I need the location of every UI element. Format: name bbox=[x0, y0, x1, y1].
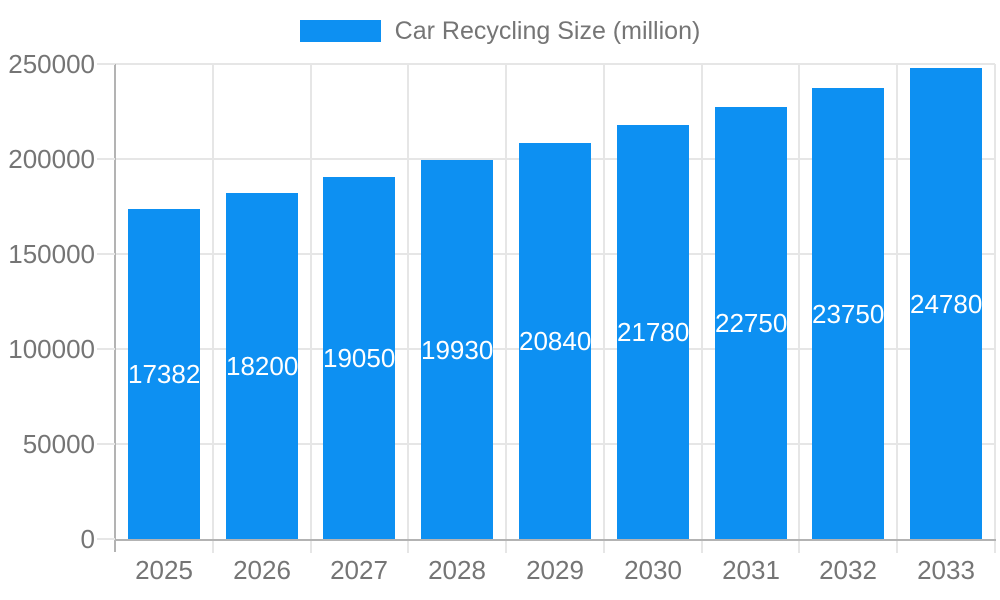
bar-value-label: 237500 bbox=[812, 299, 884, 329]
v-gridline bbox=[994, 64, 996, 539]
y-axis-tick bbox=[97, 158, 115, 160]
y-tick-label: 0 bbox=[80, 524, 95, 554]
x-tick-label: 2026 bbox=[233, 555, 291, 585]
x-axis-tick bbox=[505, 541, 507, 553]
x-tick-label: 2032 bbox=[819, 555, 877, 585]
y-tick-label: 250000 bbox=[8, 49, 95, 79]
bar[interactable] bbox=[421, 160, 493, 539]
bar[interactable] bbox=[519, 143, 591, 539]
bar[interactable] bbox=[812, 88, 884, 539]
x-axis-tick bbox=[407, 541, 409, 553]
bar[interactable] bbox=[910, 68, 982, 539]
bar[interactable] bbox=[226, 193, 298, 539]
x-axis-tick bbox=[994, 541, 996, 553]
bar[interactable] bbox=[128, 209, 200, 539]
y-tick-label: 100000 bbox=[8, 334, 95, 364]
x-tick-label: 2025 bbox=[135, 555, 193, 585]
y-axis-tick bbox=[97, 253, 115, 255]
x-axis-tick bbox=[798, 541, 800, 553]
legend-swatch bbox=[299, 20, 381, 42]
bar[interactable] bbox=[715, 107, 787, 539]
v-gridline bbox=[505, 64, 507, 539]
y-tick-label: 50000 bbox=[22, 429, 95, 459]
y-axis-tick bbox=[97, 348, 115, 350]
bar[interactable] bbox=[617, 125, 689, 539]
bar-value-label: 182000 bbox=[226, 351, 298, 381]
x-axis-tick bbox=[603, 541, 605, 553]
y-axis-tick bbox=[97, 443, 115, 445]
legend[interactable]: Car Recycling Size (million) bbox=[0, 17, 1000, 45]
bar-value-label: 190500 bbox=[323, 343, 395, 373]
x-tick-label: 2033 bbox=[917, 555, 975, 585]
y-axis-tick bbox=[97, 538, 115, 540]
v-gridline bbox=[603, 64, 605, 539]
bar-value-label: 208400 bbox=[519, 326, 591, 356]
y-axis-tick bbox=[97, 63, 115, 65]
x-tick-label: 2028 bbox=[428, 555, 486, 585]
x-axis-tick bbox=[212, 541, 214, 553]
x-tick-label: 2029 bbox=[526, 555, 584, 585]
y-tick-label: 200000 bbox=[8, 144, 95, 174]
x-axis-tick bbox=[701, 541, 703, 553]
x-axis-tick bbox=[896, 541, 898, 553]
v-gridline bbox=[896, 64, 898, 539]
h-gridline bbox=[115, 63, 995, 65]
x-tick-label: 2030 bbox=[624, 555, 682, 585]
x-axis-line bbox=[114, 539, 996, 541]
bar-value-label: 199300 bbox=[421, 335, 493, 365]
x-tick-label: 2031 bbox=[722, 555, 780, 585]
bar-value-label: 173820 bbox=[128, 359, 200, 389]
v-gridline bbox=[798, 64, 800, 539]
legend-label: Car Recycling Size (million) bbox=[394, 17, 701, 45]
bar-value-label: 227500 bbox=[715, 308, 787, 338]
bar[interactable] bbox=[323, 177, 395, 539]
v-gridline bbox=[701, 64, 703, 539]
v-gridline bbox=[407, 64, 409, 539]
v-gridline bbox=[310, 64, 312, 539]
plot-area: 173820 182000 190500 199300 208400 217800 2275… bbox=[115, 63, 996, 539]
y-tick-label: 150000 bbox=[8, 239, 95, 269]
x-tick-label: 2027 bbox=[330, 555, 388, 585]
bar-value-label: 217800 bbox=[617, 317, 689, 347]
v-gridline bbox=[212, 64, 214, 539]
y-axis-line bbox=[114, 64, 116, 552]
x-axis-tick bbox=[310, 541, 312, 553]
